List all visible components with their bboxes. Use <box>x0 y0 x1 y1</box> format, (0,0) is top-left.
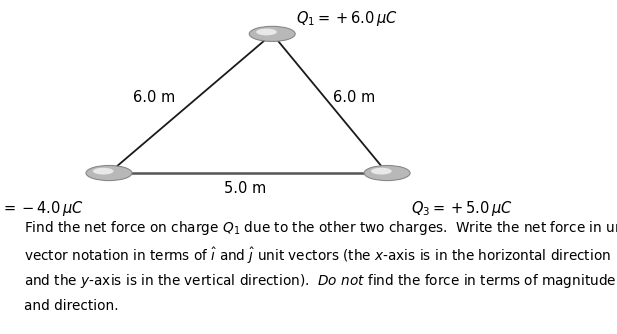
Circle shape <box>93 168 114 175</box>
Text: $Q_2 = -4.0\,\mu C$: $Q_2 = -4.0\,\mu C$ <box>0 199 83 218</box>
Circle shape <box>249 26 295 41</box>
Text: $Q_1 = +6.0\,\mu C$: $Q_1 = +6.0\,\mu C$ <box>296 9 398 28</box>
Circle shape <box>86 165 132 181</box>
Text: 6.0 m: 6.0 m <box>133 90 175 105</box>
Text: Find the net force on charge $Q_1$ due to the other two charges.  Write the net : Find the net force on charge $Q_1$ due t… <box>24 218 617 236</box>
Text: 5.0 m: 5.0 m <box>224 181 266 196</box>
Text: 6.0 m: 6.0 m <box>333 90 375 105</box>
Circle shape <box>256 29 277 35</box>
Text: $Q_3 = +5.0\,\mu C$: $Q_3 = +5.0\,\mu C$ <box>412 199 513 218</box>
Circle shape <box>364 165 410 181</box>
Text: and the $y$-axis is in the vertical direction).  $\mathit{Do\ not}$ find the for: and the $y$-axis is in the vertical dire… <box>24 272 616 290</box>
Text: vector notation in terms of $\hat{\imath}$ and $\hat{\jmath}$ unit vectors (the : vector notation in terms of $\hat{\imath… <box>24 245 611 266</box>
Text: and direction.: and direction. <box>24 299 119 313</box>
Circle shape <box>371 168 392 175</box>
